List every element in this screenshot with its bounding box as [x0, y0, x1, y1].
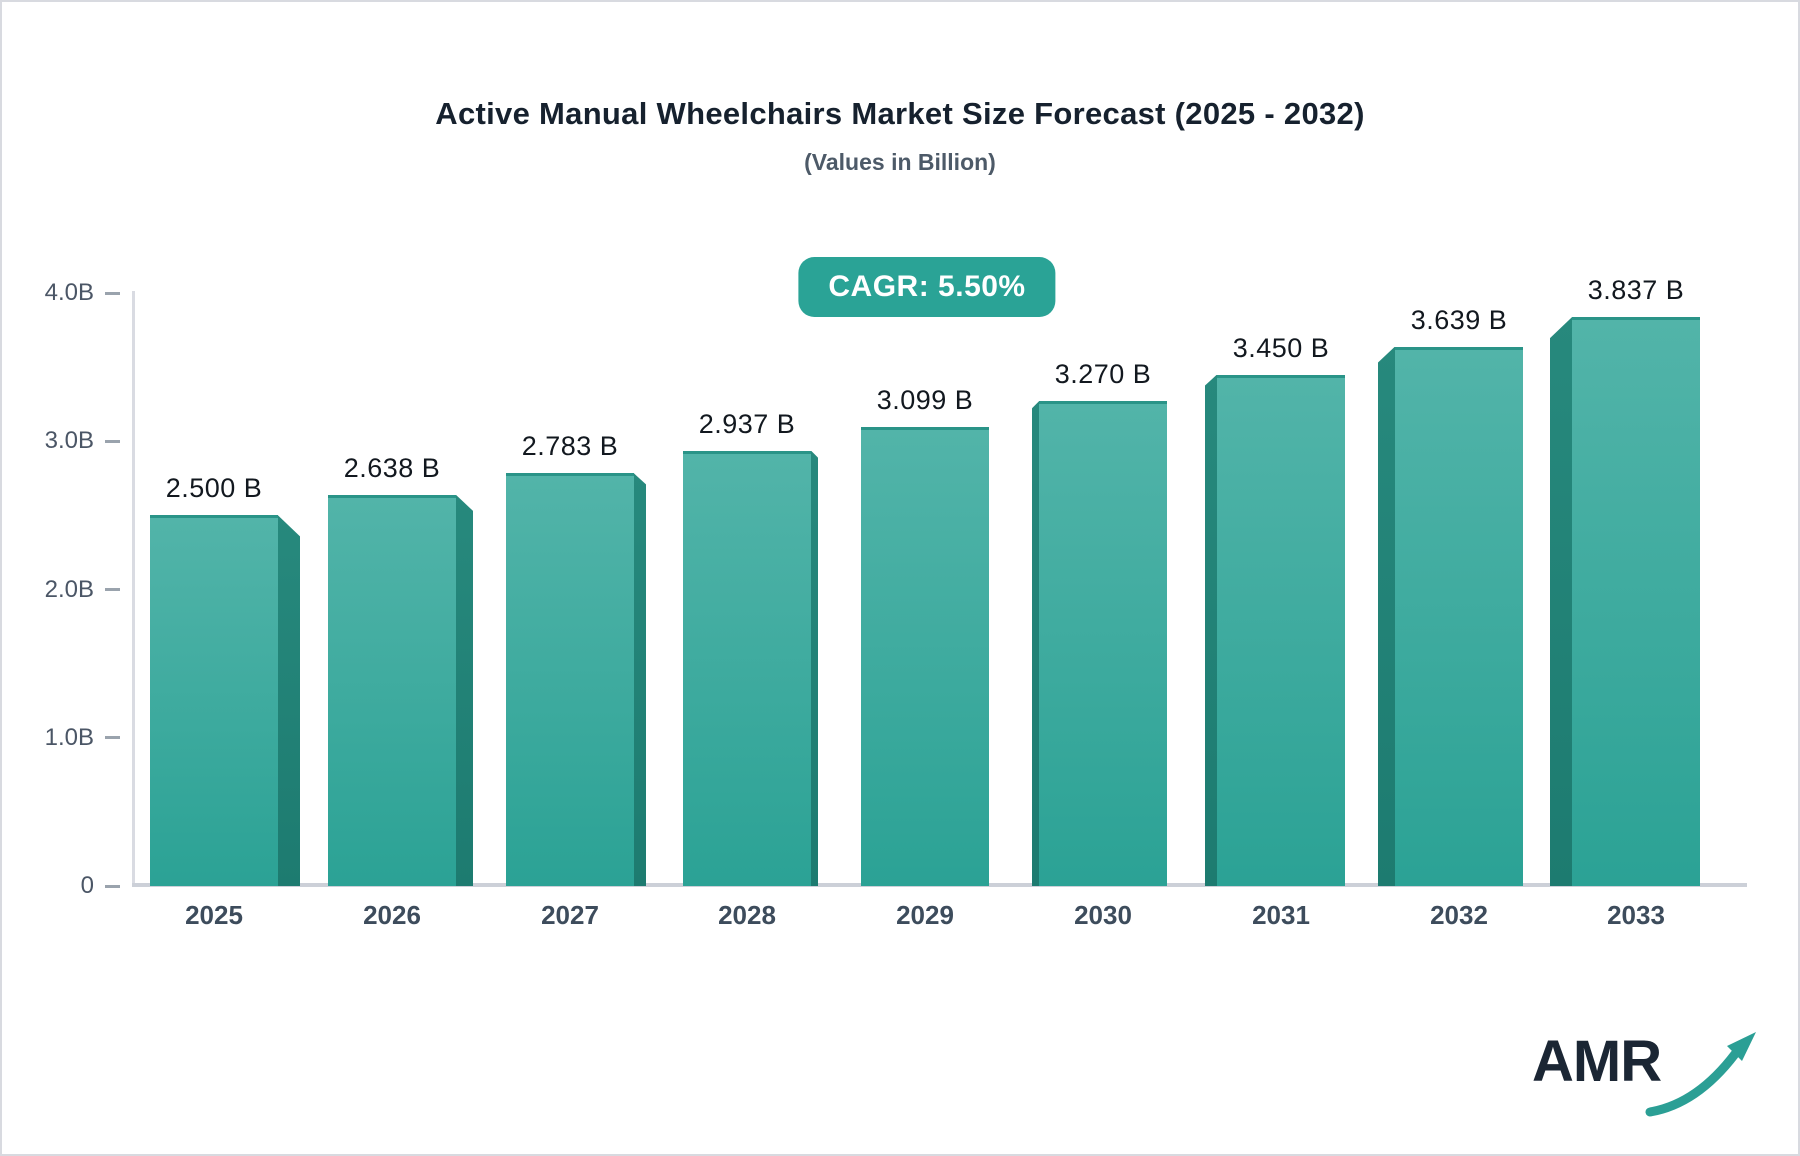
- x-axis-label-2032: 2032: [1430, 900, 1488, 930]
- bar-side-panel: [811, 450, 818, 886]
- y-tick-label: 4.0B: [44, 279, 94, 306]
- bar-value-label: 3.837 B: [1587, 275, 1685, 306]
- bar-value-label: 2.937 B: [698, 408, 796, 439]
- y-tick-label: 0: [80, 872, 94, 899]
- amr-logo-text: AMR: [1532, 1029, 1662, 1094]
- x-axis-label-2025: 2025: [185, 900, 243, 930]
- x-axis-label-2033: 2033: [1607, 900, 1665, 930]
- y-axis-line: [132, 291, 135, 886]
- y-tick-label: 2.0B: [44, 575, 94, 603]
- bar-side-panel: [456, 494, 473, 886]
- bar-side-panel: [634, 473, 646, 886]
- y-tick-mark: [105, 291, 120, 295]
- cagr-badge: CAGR: 5.50%: [798, 257, 1056, 317]
- amr-logo: AMR: [1522, 1020, 1756, 1130]
- x-axis-label-2029: 2029: [896, 900, 954, 930]
- chart-subtitle: (Values in Billion): [804, 149, 996, 175]
- y-tick-label: 3.0B: [44, 427, 94, 455]
- bar-side-panel: [278, 515, 300, 886]
- bar-side-panel: [1378, 346, 1395, 886]
- x-axis-label-2030: 2030: [1074, 900, 1132, 930]
- y-tick-mark: [105, 439, 120, 443]
- bar-value-label: 2.500 B: [165, 473, 263, 504]
- y-tick-mark: [105, 884, 120, 888]
- bar-value-label: 3.270 B: [1054, 359, 1152, 390]
- bar-2025: [150, 515, 278, 886]
- bar-value-label: 3.639 B: [1410, 304, 1508, 335]
- y-tick-mark: [105, 736, 120, 740]
- bar-2030: [1039, 401, 1167, 886]
- y-tick-label: 1.0B: [44, 723, 94, 751]
- bar-side-panel: [1205, 374, 1217, 886]
- x-axis-label-2027: 2027: [541, 900, 599, 930]
- bar-2028: [683, 450, 811, 886]
- bar-2033: [1572, 317, 1700, 886]
- bar-2027: [506, 473, 634, 886]
- bar-value-label: 2.638 B: [343, 452, 441, 483]
- bar-value-label: 3.099 B: [876, 384, 974, 415]
- bar-value-label: 2.783 B: [521, 431, 619, 462]
- bar-2026: [328, 494, 456, 886]
- trend-up-arrow-icon: [1645, 1032, 1756, 1117]
- x-axis-label-2031: 2031: [1252, 900, 1310, 930]
- y-tick-mark: [105, 588, 120, 591]
- chart-title: Active Manual Wheelchairs Market Size Fo…: [435, 96, 1365, 131]
- bar-side-panel: [1032, 401, 1039, 886]
- x-axis-label-2026: 2026: [363, 900, 421, 930]
- bar-2029: [861, 426, 989, 886]
- bar-value-label: 3.450 B: [1232, 332, 1330, 363]
- bar-side-panel: [1550, 317, 1572, 886]
- x-axis-label-2028: 2028: [718, 900, 776, 930]
- bar-2031: [1217, 374, 1345, 886]
- bar-2032: [1395, 346, 1523, 886]
